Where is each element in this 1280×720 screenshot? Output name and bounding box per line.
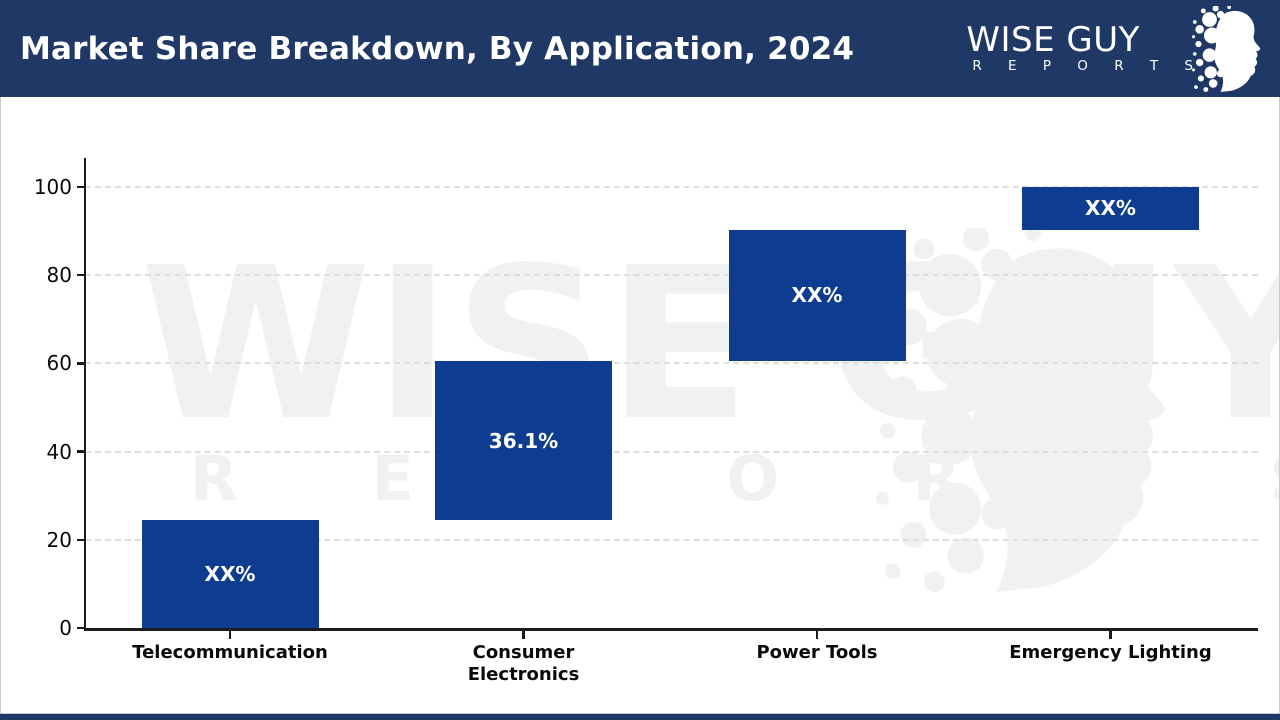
brand-subname: R E P O R T S: [972, 58, 1204, 75]
chart-title: Market Share Breakdown, By Application, …: [20, 30, 855, 67]
footer-bar: [0, 714, 1280, 720]
gridline-100: [85, 186, 1258, 188]
x-axis-line: [83, 628, 1258, 631]
x-tick-label-2: Consumer Electronics: [467, 642, 580, 685]
bar-value-label: 36.1%: [488, 428, 559, 453]
gridline-80: [85, 274, 1258, 277]
y-tick-label-100: 100: [33, 175, 72, 199]
gridline-20: [85, 538, 1258, 541]
gridline-60: [85, 362, 1258, 365]
y-tick-40: [77, 450, 84, 453]
y-tick-label-20: 20: [46, 527, 72, 552]
x-tick-3: [815, 630, 819, 639]
y-tick-20: [77, 538, 84, 542]
gridline-40: [85, 450, 1258, 453]
x-tick-label-1: Telecommunication: [132, 642, 328, 663]
bar-1: XX%: [141, 520, 319, 628]
brand-name: WISE GUY: [966, 20, 1140, 61]
y-tick-60: [77, 362, 84, 365]
bar-value-label: XX%: [791, 283, 843, 308]
bar-3: XX%: [728, 229, 906, 362]
left-border: [0, 97, 1, 713]
x-tick-1: [228, 630, 232, 639]
y-tick-100: [77, 185, 84, 189]
watermark-text-wise-guy: WISE GUY: [140, 222, 1280, 467]
x-tick-label-3: Power Tools: [756, 642, 878, 663]
bar-2: 36.1%: [435, 361, 612, 521]
brand-logo: WISE GUY R E P O R T S: [966, 0, 1272, 97]
x-tick-4: [1109, 630, 1112, 639]
y-tick-0: [77, 626, 84, 630]
watermark-text-reports: R E P O R T S: [190, 442, 1280, 515]
brand-wordmark: WISE GUY R E P O R T S: [966, 23, 1204, 74]
bar-value-label: XX%: [204, 562, 256, 587]
x-tick-label-4: Emergency Lighting: [1009, 642, 1212, 663]
watermark-head-icon: [872, 228, 1210, 592]
bar-value-label: XX%: [1085, 196, 1136, 221]
y-tick-label-60: 60: [46, 351, 72, 376]
footer-divider: [0, 713, 1280, 714]
y-tick-label-0: 0: [59, 616, 72, 640]
y-tick-80: [77, 273, 84, 277]
y-tick-label-40: 40: [46, 439, 72, 464]
header-bar: Market Share Breakdown, By Application, …: [0, 0, 1280, 97]
y-axis-line: [83, 158, 86, 631]
y-tick-label-80: 80: [46, 263, 72, 288]
x-tick-2: [522, 630, 525, 639]
bar-4: XX%: [1022, 187, 1199, 230]
